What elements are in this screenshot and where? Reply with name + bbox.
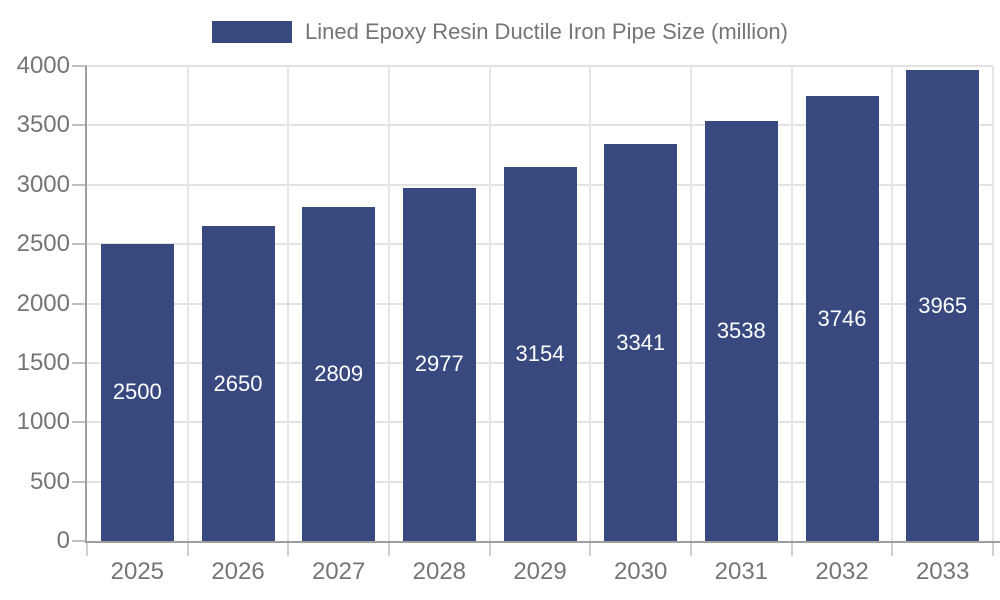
y-axis-line bbox=[85, 66, 87, 541]
y-axis-tick bbox=[72, 183, 87, 186]
legend-swatch bbox=[212, 21, 292, 43]
bar[interactable]: 2809 bbox=[302, 207, 376, 541]
bar[interactable]: 3746 bbox=[805, 96, 879, 541]
x-axis-tick bbox=[388, 541, 390, 556]
x-axis-label: 2026 bbox=[211, 558, 265, 585]
bar-value-label: 2650 bbox=[213, 370, 263, 396]
bar-value-label: 2500 bbox=[112, 379, 162, 405]
x-axis-label: 2029 bbox=[513, 558, 567, 585]
x-axis-label: 2025 bbox=[110, 558, 165, 585]
bar[interactable]: 2500 bbox=[100, 244, 174, 541]
x-gridline bbox=[287, 66, 290, 541]
x-axis-line bbox=[85, 541, 1000, 543]
bar[interactable]: 3341 bbox=[604, 144, 678, 541]
y-gridline bbox=[87, 124, 993, 127]
y-axis-tick bbox=[72, 243, 87, 246]
bar[interactable]: 2650 bbox=[201, 226, 275, 541]
x-axis-tick bbox=[86, 541, 88, 556]
bar[interactable]: 3154 bbox=[503, 166, 577, 541]
plot-area: 2500 2650 2809 2977 3154 3341 3538 3746 3965 bbox=[87, 65, 994, 541]
x-axis-label: 2033 bbox=[915, 558, 970, 585]
x-gridline bbox=[186, 66, 189, 541]
bar-value-label: 3746 bbox=[817, 305, 867, 331]
x-axis-tick bbox=[891, 541, 894, 556]
y-axis-label: 500 bbox=[29, 467, 70, 495]
bar-value-label: 3538 bbox=[716, 317, 766, 343]
x-axis-label: 2028 bbox=[412, 558, 467, 585]
x-axis-label: 2030 bbox=[613, 558, 668, 585]
y-axis-label: 1000 bbox=[16, 408, 70, 436]
y-axis-label: 4000 bbox=[16, 52, 70, 79]
legend[interactable]: Lined Epoxy Resin Ductile Iron Pipe Size… bbox=[0, 18, 1000, 46]
y-axis-label: 0 bbox=[56, 527, 70, 554]
bar[interactable]: 3538 bbox=[704, 120, 778, 541]
x-axis-tick bbox=[287, 541, 290, 556]
x-axis-label: 2027 bbox=[311, 558, 366, 585]
y-axis-label: 1500 bbox=[16, 348, 70, 376]
bar-value-label: 2809 bbox=[314, 361, 364, 387]
bar-value-label: 2977 bbox=[414, 351, 464, 377]
x-axis-tick bbox=[488, 541, 491, 556]
x-axis-label: 2032 bbox=[815, 558, 869, 585]
x-axis-tick bbox=[690, 541, 692, 556]
x-axis-label: 2031 bbox=[714, 558, 769, 585]
legend-label: Lined Epoxy Resin Ductile Iron Pipe Size… bbox=[305, 19, 788, 44]
x-gridline bbox=[589, 66, 592, 541]
bar-value-label: 3341 bbox=[616, 329, 666, 355]
bar[interactable]: 3965 bbox=[906, 70, 980, 541]
y-axis-tick bbox=[72, 540, 87, 542]
y-axis-label: 3500 bbox=[16, 111, 70, 139]
y-axis-tick bbox=[72, 302, 87, 305]
y-axis-tick bbox=[72, 480, 87, 483]
x-gridline bbox=[388, 66, 390, 541]
y-axis-tick bbox=[72, 361, 87, 364]
x-axis-tick bbox=[790, 541, 793, 556]
x-axis-tick bbox=[589, 541, 592, 556]
y-axis-label: 2500 bbox=[16, 230, 70, 258]
x-gridline bbox=[690, 66, 692, 541]
x-axis-tick bbox=[992, 541, 994, 556]
x-gridline bbox=[992, 66, 994, 541]
x-gridline bbox=[891, 66, 894, 541]
y-axis-tick bbox=[72, 124, 87, 127]
bar-value-label: 3965 bbox=[918, 292, 968, 318]
bar-value-label: 3154 bbox=[515, 340, 565, 366]
x-gridline bbox=[488, 66, 491, 541]
x-axis-tick bbox=[186, 541, 189, 556]
y-gridline bbox=[87, 65, 993, 67]
bar[interactable]: 2977 bbox=[402, 187, 476, 541]
y-axis-label: 2000 bbox=[16, 289, 70, 317]
y-axis-tick bbox=[72, 65, 87, 67]
x-gridline bbox=[790, 66, 793, 541]
y-axis-label: 3000 bbox=[16, 170, 70, 198]
y-axis-tick bbox=[72, 421, 87, 424]
